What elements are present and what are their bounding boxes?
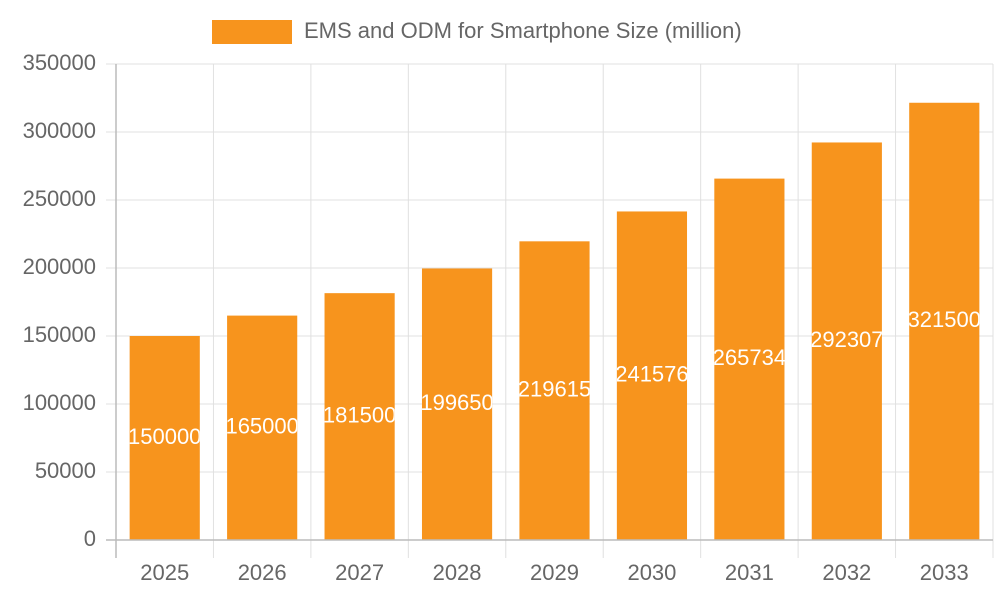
data-label: 241576: [615, 362, 688, 387]
x-tick-label: 2028: [433, 560, 482, 585]
y-tick-label: 300000: [23, 118, 96, 143]
bar: [324, 293, 395, 540]
x-tick-label: 2026: [238, 560, 287, 585]
bar: [227, 315, 298, 540]
data-label: 219615: [518, 376, 591, 401]
bar: [714, 178, 785, 541]
x-tick-label: 2025: [140, 560, 189, 585]
y-tick-label: 250000: [23, 186, 96, 211]
x-tick-label: 2032: [822, 560, 871, 585]
x-tick-label: 2030: [627, 560, 676, 585]
data-label: 165000: [225, 414, 298, 439]
x-tick-label: 2031: [725, 560, 774, 585]
x-tick-label: 2027: [335, 560, 384, 585]
data-label: 150000: [128, 424, 201, 449]
y-tick-label: 50000: [35, 458, 96, 483]
data-label: 292307: [810, 327, 883, 352]
y-tick-label: 150000: [23, 322, 96, 347]
data-label: 265734: [713, 345, 786, 370]
legend-label: EMS and ODM for Smartphone Size (million…: [304, 18, 742, 43]
bar: [811, 142, 882, 541]
y-tick-label: 350000: [23, 50, 96, 75]
legend-swatch: [212, 20, 292, 44]
data-label: 199650: [420, 390, 493, 415]
y-tick-label: 200000: [23, 254, 96, 279]
bar: [909, 102, 980, 540]
bar: [519, 241, 590, 540]
y-tick-label: 100000: [23, 390, 96, 415]
data-label: 321500: [908, 307, 981, 332]
x-tick-label: 2029: [530, 560, 579, 585]
y-tick-label: 0: [84, 526, 96, 551]
bar: [129, 336, 200, 540]
data-label: 181500: [323, 402, 396, 427]
x-tick-label: 2033: [920, 560, 969, 585]
bar: [616, 211, 688, 540]
bar: [421, 268, 493, 540]
